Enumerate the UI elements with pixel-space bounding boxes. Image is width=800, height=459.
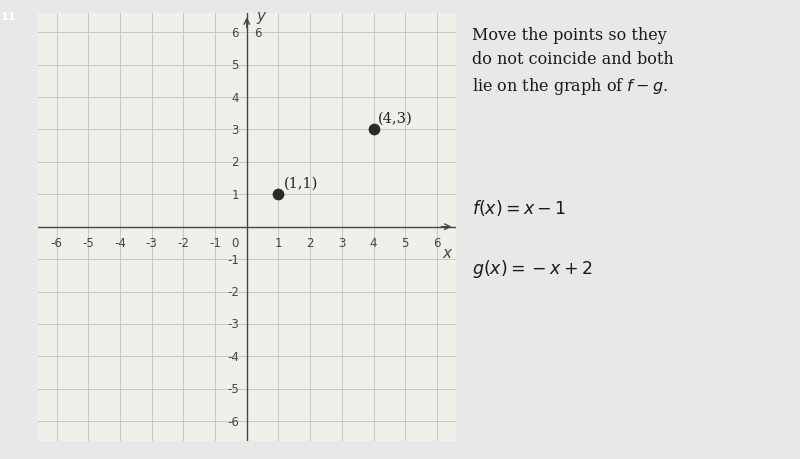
- Text: Move the points so they
do not coincide and both
lie on the graph of $f-g$.: Move the points so they do not coincide …: [473, 27, 674, 97]
- Text: 4: 4: [370, 237, 378, 250]
- Text: -2: -2: [227, 285, 239, 298]
- Text: 11: 11: [1, 11, 17, 22]
- Text: 3: 3: [338, 237, 346, 250]
- Text: (4,3): (4,3): [378, 112, 413, 125]
- Text: $f(x) = x - 1$: $f(x) = x - 1$: [473, 197, 566, 217]
- Text: 6: 6: [434, 237, 441, 250]
- Text: 3: 3: [231, 124, 239, 137]
- Text: -2: -2: [178, 237, 190, 250]
- Text: (1,1): (1,1): [284, 176, 318, 190]
- Text: 1: 1: [274, 237, 282, 250]
- Text: -5: -5: [227, 382, 239, 395]
- Text: -6: -6: [50, 237, 62, 250]
- Text: -3: -3: [146, 237, 158, 250]
- Text: -5: -5: [82, 237, 94, 250]
- Text: -1: -1: [227, 253, 239, 266]
- Text: $g(x) = -x + 2$: $g(x) = -x + 2$: [473, 257, 593, 279]
- Text: $x$: $x$: [442, 245, 454, 260]
- Text: 6: 6: [254, 27, 262, 39]
- Text: 2: 2: [231, 156, 239, 169]
- Text: -1: -1: [209, 237, 221, 250]
- Text: 5: 5: [402, 237, 409, 250]
- Text: 6: 6: [231, 27, 239, 39]
- Text: 0: 0: [231, 237, 239, 250]
- Point: [272, 191, 285, 199]
- Text: 1: 1: [231, 188, 239, 202]
- Text: 5: 5: [231, 59, 239, 72]
- Text: 4: 4: [231, 91, 239, 104]
- Text: 2: 2: [306, 237, 314, 250]
- Text: -4: -4: [227, 350, 239, 363]
- Point: [367, 127, 380, 134]
- Text: $y$: $y$: [256, 10, 268, 26]
- Text: -6: -6: [227, 415, 239, 428]
- Text: -4: -4: [114, 237, 126, 250]
- Text: -3: -3: [227, 318, 239, 330]
